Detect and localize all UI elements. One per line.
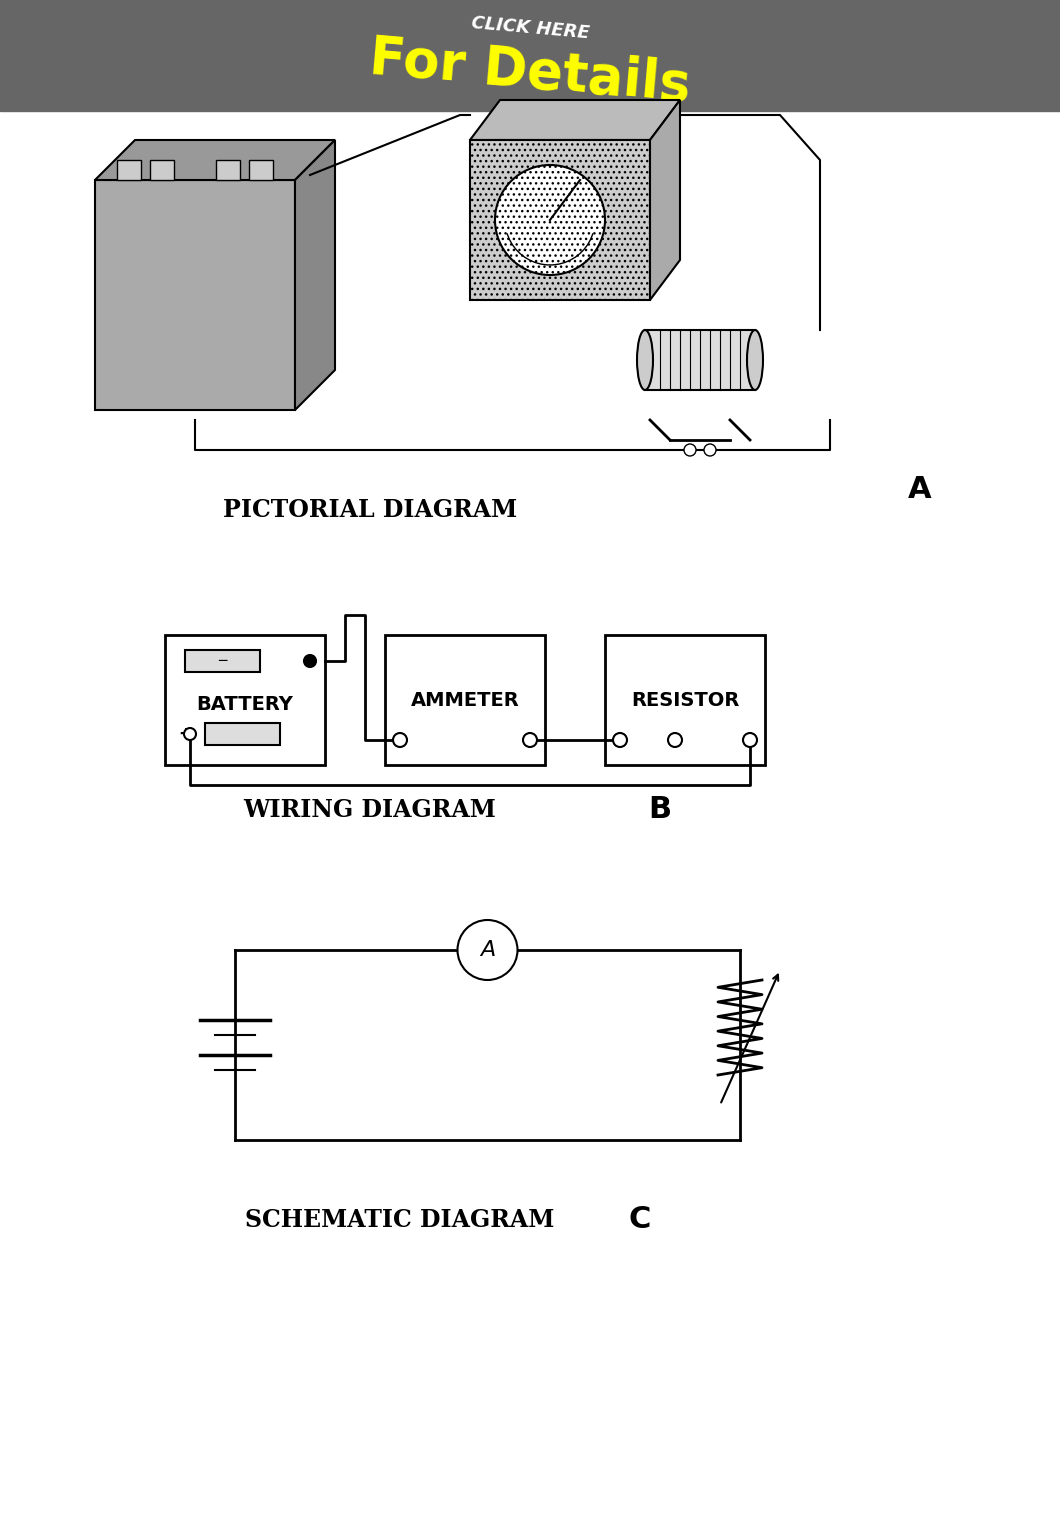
Bar [644,331,755,391]
Bar [186,651,260,672]
Circle shape [458,920,517,980]
Polygon shape [295,140,335,411]
Circle shape [743,734,757,747]
Circle shape [613,734,628,747]
Text: RESISTOR: RESISTOR [631,691,739,709]
Text: AMMETER: AMMETER [410,691,519,709]
Text: ─: ─ [217,654,226,667]
Circle shape [668,734,682,747]
Circle shape [523,734,537,747]
Text: B: B [649,795,672,824]
Text: CLICK HERE: CLICK HERE [471,14,589,42]
Circle shape [304,655,316,667]
Bar [470,140,650,300]
Bar [205,723,280,744]
Circle shape [184,727,196,740]
Text: PICTORIAL DIAGRAM: PICTORIAL DIAGRAM [223,498,517,521]
Polygon shape [95,140,335,180]
Bar [249,160,273,180]
Ellipse shape [747,331,763,391]
Ellipse shape [637,331,653,391]
Circle shape [684,444,696,455]
Bar [151,160,174,180]
Polygon shape [650,100,681,300]
Bar [117,160,141,180]
Bar [0,0,1060,111]
Bar [165,635,325,764]
Bar [470,140,650,300]
Circle shape [495,165,605,275]
Text: A: A [908,475,932,504]
Bar [385,635,545,764]
Circle shape [393,734,407,747]
Bar [95,180,295,411]
Text: WIRING DIAGRAM: WIRING DIAGRAM [244,798,496,821]
Text: C: C [629,1206,651,1235]
Text: A: A [480,940,495,960]
Bar [605,635,765,764]
Text: +: + [178,724,192,743]
Polygon shape [470,100,681,140]
Text: For Details: For Details [367,32,693,112]
Text: SCHEMATIC DIAGRAM: SCHEMATIC DIAGRAM [245,1207,554,1232]
Circle shape [704,444,716,455]
Bar [95,180,295,411]
Text: BATTERY: BATTERY [196,695,294,715]
Bar [216,160,240,180]
